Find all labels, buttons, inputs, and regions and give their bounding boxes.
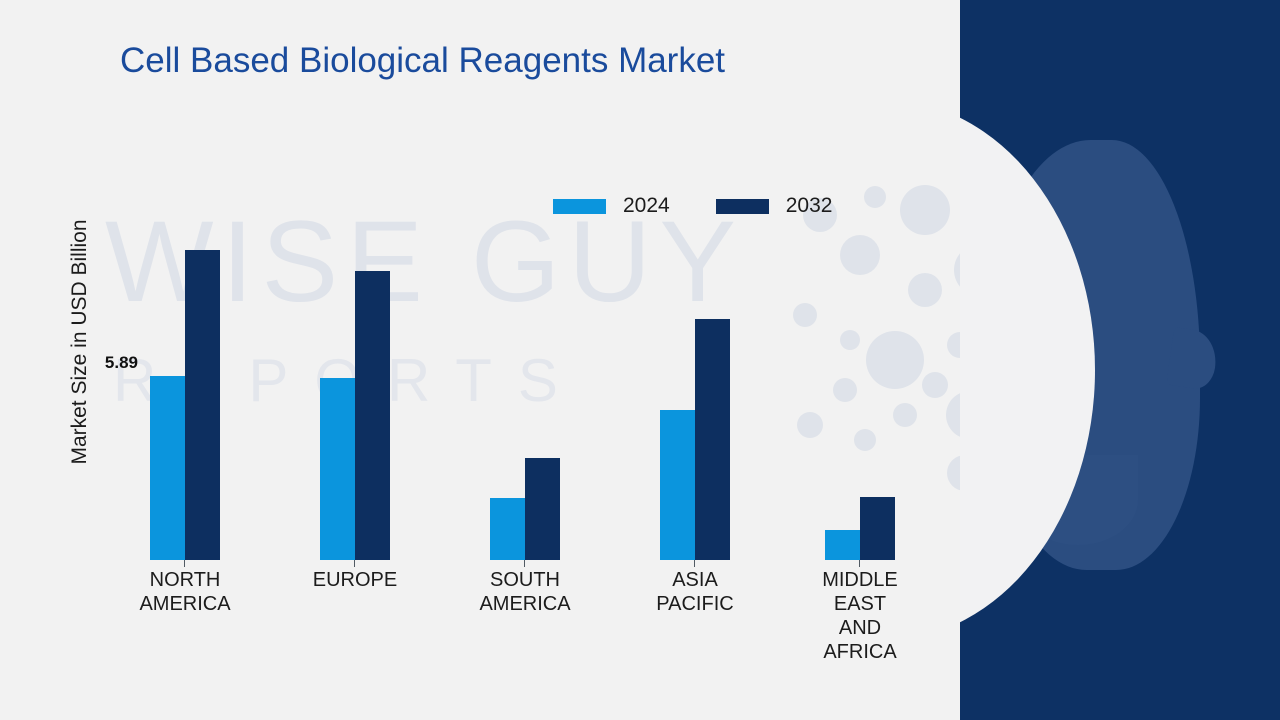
category-label: ASIA PACIFIC [656,569,734,615]
category-label: SOUTH AMERICA [479,569,571,615]
bar-group: MIDDLE EAST AND AFRICA [822,220,898,663]
category-label: NORTH AMERICA [139,569,231,615]
bar-2032[interactable] [185,250,220,560]
axis-tick [184,560,185,567]
bars [150,220,220,560]
axis-tick [859,560,860,567]
bar-2032[interactable] [355,271,390,560]
page-title: Cell Based Biological Reagents Market [120,41,726,80]
data-label: 5.89 [104,353,138,372]
bar-group: EUROPE [313,220,397,591]
legend-label-2024: 2024 [623,194,670,217]
chart-legend: 2024 2032 [553,193,832,219]
y-axis-label: Market Size in USD Billion [68,219,91,465]
bar-2024[interactable] [825,530,860,560]
legend-swatch-2032 [715,198,769,214]
bar-groups: NORTH AMERICA EUROPE SOUTH AMERICA ASIA PAC… [105,220,940,663]
category-label: MIDDLE EAST AND AFRICA [822,569,898,663]
legend-label-2032: 2032 [785,194,833,217]
legend-swatch-2024 [553,198,606,214]
legend-item-2032[interactable]: 2032 [715,194,833,218]
bar-2024[interactable] [320,378,355,560]
legend-item-2024[interactable]: 2024 [553,194,670,218]
bars [825,220,895,560]
axis-tick [354,560,355,567]
bars [660,220,730,560]
axis-tick [694,560,695,567]
brand-panel: WISE GUY R E P O R T S [960,0,1280,720]
axis-tick [524,560,525,567]
bar-2032[interactable] [695,319,730,560]
bar-2032[interactable] [860,497,895,560]
bars [490,220,560,560]
bar-group: SOUTH AMERICA [479,220,571,615]
bar-group: NORTH AMERICA [139,220,231,615]
bar-group: ASIA PACIFIC [656,220,734,615]
bar-2032[interactable] [525,458,560,560]
bar-2024[interactable] [490,498,525,560]
bar-2024[interactable] [660,410,695,560]
category-label: EUROPE [312,569,398,591]
bars [320,220,390,560]
bar-2024[interactable] [150,376,185,560]
